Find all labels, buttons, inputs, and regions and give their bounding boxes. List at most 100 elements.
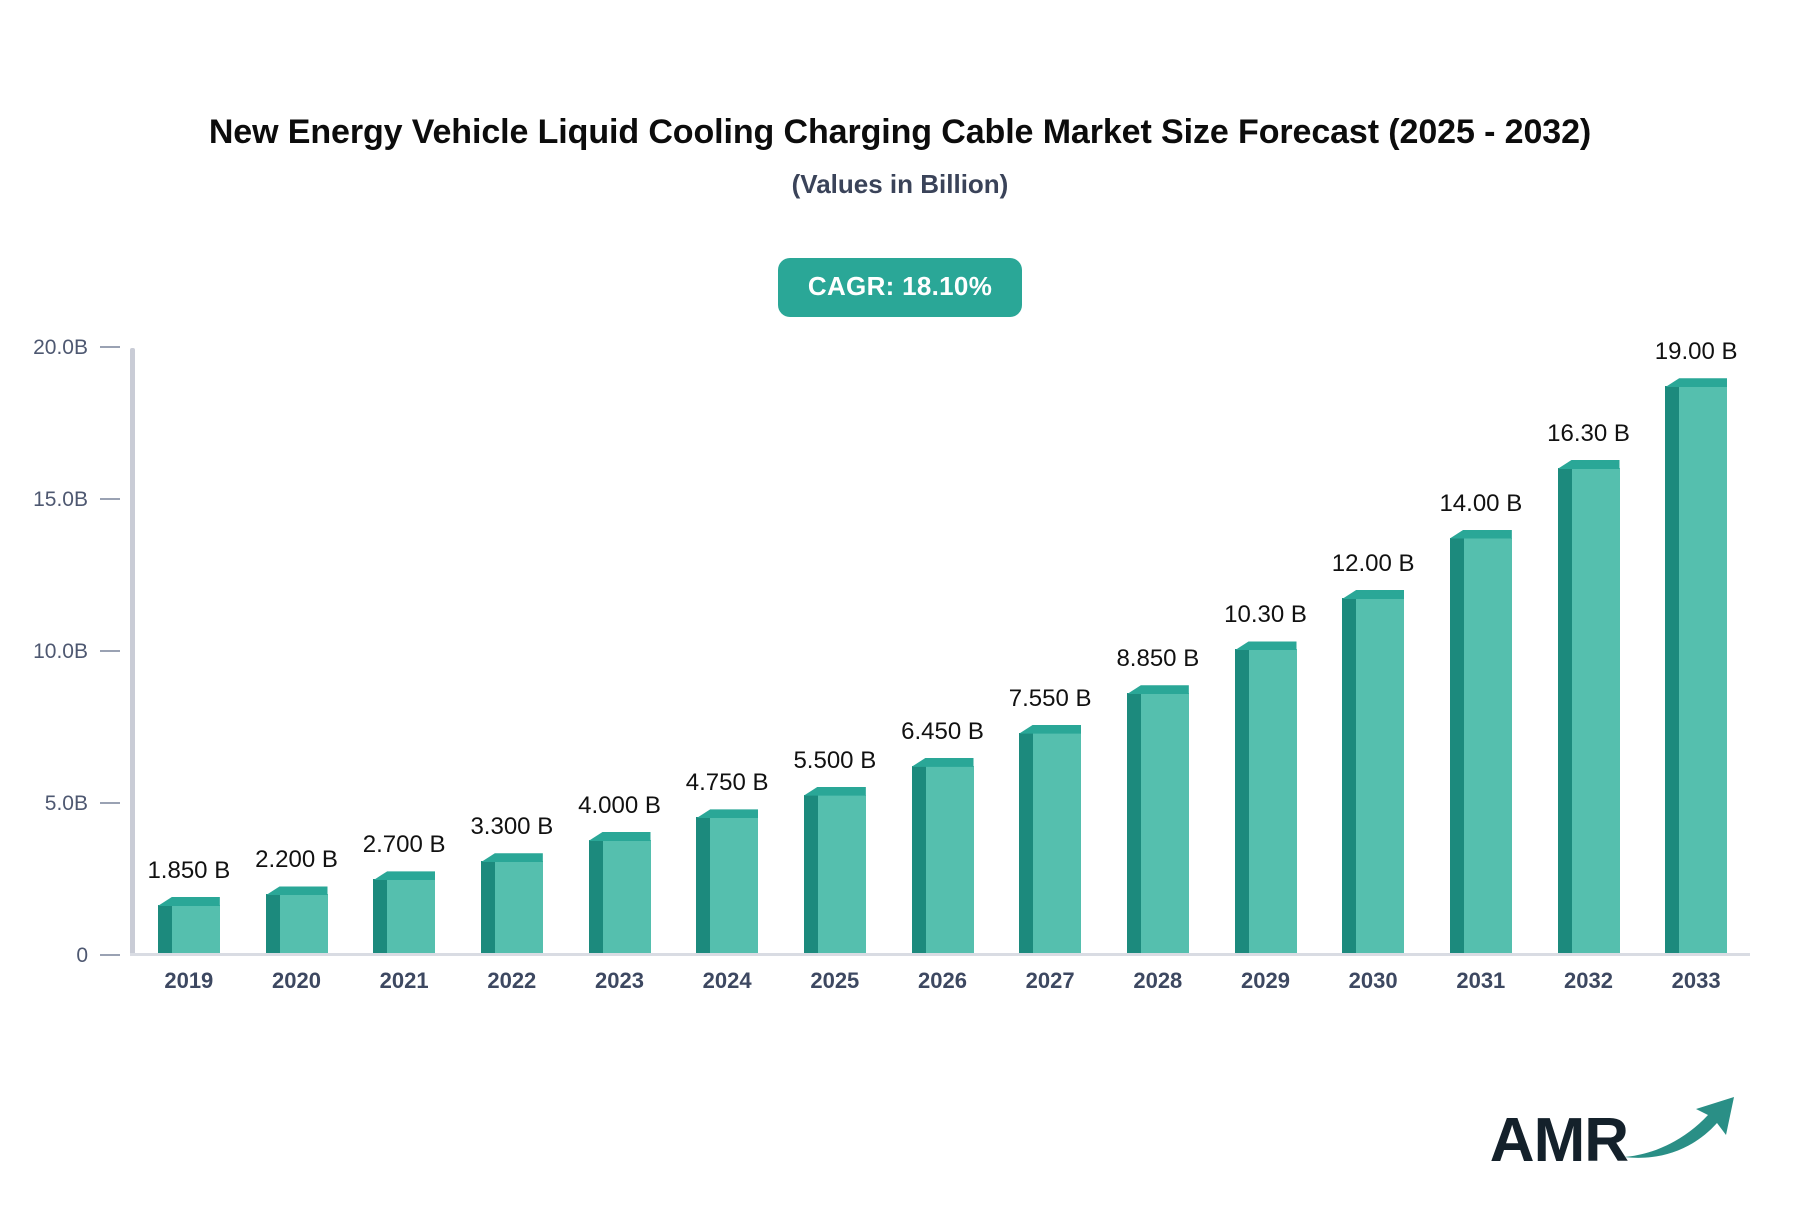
bar-front-face xyxy=(1356,598,1405,953)
bar-slot[interactable]: 2.700 B xyxy=(363,348,446,953)
bar-top-face xyxy=(265,886,328,896)
plot-area: 0 5.0B 10.0B 15.0B 20.0B 1.850 B 2.200 B 2.700… xyxy=(33,336,1750,967)
bar-slot[interactable]: 8.850 B xyxy=(1116,348,1199,953)
cagr-badge-wrapper: CAGR: 18.10% xyxy=(120,258,1680,317)
x-tick-label: 2024 xyxy=(702,968,752,993)
bar-top-face xyxy=(911,757,974,767)
bar-value-label: 4.750 B xyxy=(685,769,769,797)
bar-top-face xyxy=(588,832,651,841)
y-tick-mark xyxy=(100,953,120,956)
bar[interactable] xyxy=(588,832,651,953)
bar-top-face xyxy=(1234,641,1297,651)
bar-slot[interactable]: 14.00 B xyxy=(1439,348,1522,953)
bar[interactable] xyxy=(480,853,543,953)
x-tick-label: 2033 xyxy=(1671,968,1721,993)
bar[interactable] xyxy=(1126,685,1189,953)
bar-front-face xyxy=(602,840,651,953)
bar[interactable] xyxy=(1234,641,1297,953)
bar-side-face xyxy=(1342,598,1357,953)
bar[interactable] xyxy=(1449,529,1512,953)
bar-value-label: 8.850 B xyxy=(1116,645,1200,673)
bar-front-face xyxy=(1033,732,1082,953)
bar-top-face xyxy=(480,853,543,863)
bar-front-face xyxy=(1248,649,1297,953)
bar-front-face xyxy=(1679,386,1728,953)
x-tick-label: 2029 xyxy=(1241,968,1290,993)
x-tick-label: 2030 xyxy=(1348,968,1398,993)
bar-series: 1.850 B 2.200 B 2.700 B 3.300 B 4.000 B 4.750… xyxy=(135,338,1750,953)
bar-slot[interactable]: 12.00 B xyxy=(1332,348,1415,953)
bar[interactable] xyxy=(373,871,436,953)
y-tick-mark xyxy=(100,801,120,804)
bar-value-label: 2.200 B xyxy=(255,846,338,874)
bar-front-face xyxy=(1463,537,1512,953)
bar-top-face xyxy=(1665,378,1728,388)
bar-value-label: 1.850 B xyxy=(147,857,231,885)
x-tick-label: 2031 xyxy=(1456,968,1506,993)
bar[interactable] xyxy=(265,886,328,953)
bar[interactable] xyxy=(803,786,866,953)
x-tick-label: 2022 xyxy=(487,968,537,993)
bar-front-face xyxy=(925,765,974,953)
bar-side-face xyxy=(696,817,711,953)
bar-front-face xyxy=(817,794,866,953)
bar[interactable] xyxy=(1557,459,1620,953)
bar-value-label: 2.700 B xyxy=(362,831,446,859)
y-tick-label: 0 xyxy=(76,944,130,968)
bar-slot[interactable]: 2.200 B xyxy=(255,348,338,953)
y-tick-mark xyxy=(100,345,120,348)
bar-value-label: 12.00 B xyxy=(1331,550,1415,577)
bar-front-face xyxy=(279,894,328,953)
x-tick-label: 2026 xyxy=(918,968,967,993)
x-tick-label: 2032 xyxy=(1564,968,1613,993)
bar-top-face xyxy=(1342,590,1405,599)
y-tick-mark xyxy=(100,649,120,652)
bar-front-face xyxy=(494,861,543,953)
bar-value-label: 19.00 B xyxy=(1654,338,1738,366)
bar-slot[interactable]: 6.450 B xyxy=(901,348,984,953)
bar-top-face xyxy=(696,809,759,819)
bar-slot[interactable]: 7.550 B xyxy=(1009,348,1092,953)
y-tick-label: 10.0B xyxy=(33,640,130,664)
bar-side-face xyxy=(803,794,818,953)
logo-text: AMR xyxy=(1489,1106,1629,1175)
bar[interactable] xyxy=(1665,378,1728,953)
bar[interactable] xyxy=(696,809,759,953)
bar[interactable] xyxy=(1019,724,1082,953)
bar-top-face xyxy=(1126,685,1189,695)
bar[interactable] xyxy=(157,897,220,953)
bar-value-label: 3.300 B xyxy=(470,813,554,841)
bar-side-face xyxy=(480,861,495,953)
bar[interactable] xyxy=(911,757,974,953)
bar-slot[interactable]: 19.00 B xyxy=(1655,338,1738,953)
x-tick-label: 2020 xyxy=(272,968,321,993)
x-tick-label: 2021 xyxy=(379,968,429,993)
bar-slot[interactable]: 16.30 B xyxy=(1547,348,1630,953)
bar-front-face xyxy=(710,817,759,953)
bar-top-face xyxy=(1557,459,1620,469)
bar-slot[interactable]: 3.300 B xyxy=(470,348,553,953)
bar-slot[interactable]: 1.850 B xyxy=(147,348,230,953)
bar-top-face xyxy=(1449,529,1512,539)
x-axis-line xyxy=(130,953,1750,956)
y-tick-mark xyxy=(100,497,120,500)
bar[interactable] xyxy=(1342,590,1405,953)
bar-value-label: 7.550 B xyxy=(1008,684,1092,712)
y-tick-label: 15.0B xyxy=(33,488,130,512)
x-axis-ticks: 2019 2020 2021 2022 2023 2024 2025 2026 2027 2028… xyxy=(130,968,1750,1008)
bar-value-label: 4.000 B xyxy=(578,792,661,819)
bar-front-face xyxy=(1140,693,1189,953)
bar-side-face xyxy=(1449,537,1464,953)
x-tick-label: 2025 xyxy=(810,968,860,993)
bar-slot[interactable]: 5.500 B xyxy=(793,348,876,953)
bar-slot[interactable]: 4.000 B xyxy=(578,348,661,953)
chart-title: New Energy Vehicle Liquid Cooling Chargi… xyxy=(208,113,1592,151)
bar-slot[interactable]: 10.30 B xyxy=(1224,348,1307,953)
bar-side-face xyxy=(588,840,603,953)
bar-side-face xyxy=(157,905,172,953)
bar-top-face xyxy=(373,871,436,881)
bar-side-face xyxy=(1557,467,1572,953)
bar-side-face xyxy=(1126,693,1141,953)
bar-slot[interactable]: 4.750 B xyxy=(686,348,769,953)
title-block: New Energy Vehicle Liquid Cooling Chargi… xyxy=(120,110,1680,200)
